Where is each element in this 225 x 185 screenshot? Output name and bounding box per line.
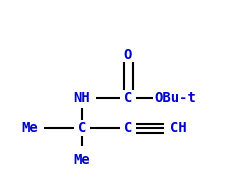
Text: C: C (78, 121, 86, 135)
Text: C: C (124, 91, 132, 105)
Text: NH: NH (74, 91, 90, 105)
Text: C: C (124, 121, 132, 135)
Text: CH: CH (170, 121, 186, 135)
Text: Me: Me (74, 153, 90, 167)
Text: OBu-t: OBu-t (154, 91, 196, 105)
Text: O: O (124, 48, 132, 62)
Text: Me: Me (22, 121, 38, 135)
